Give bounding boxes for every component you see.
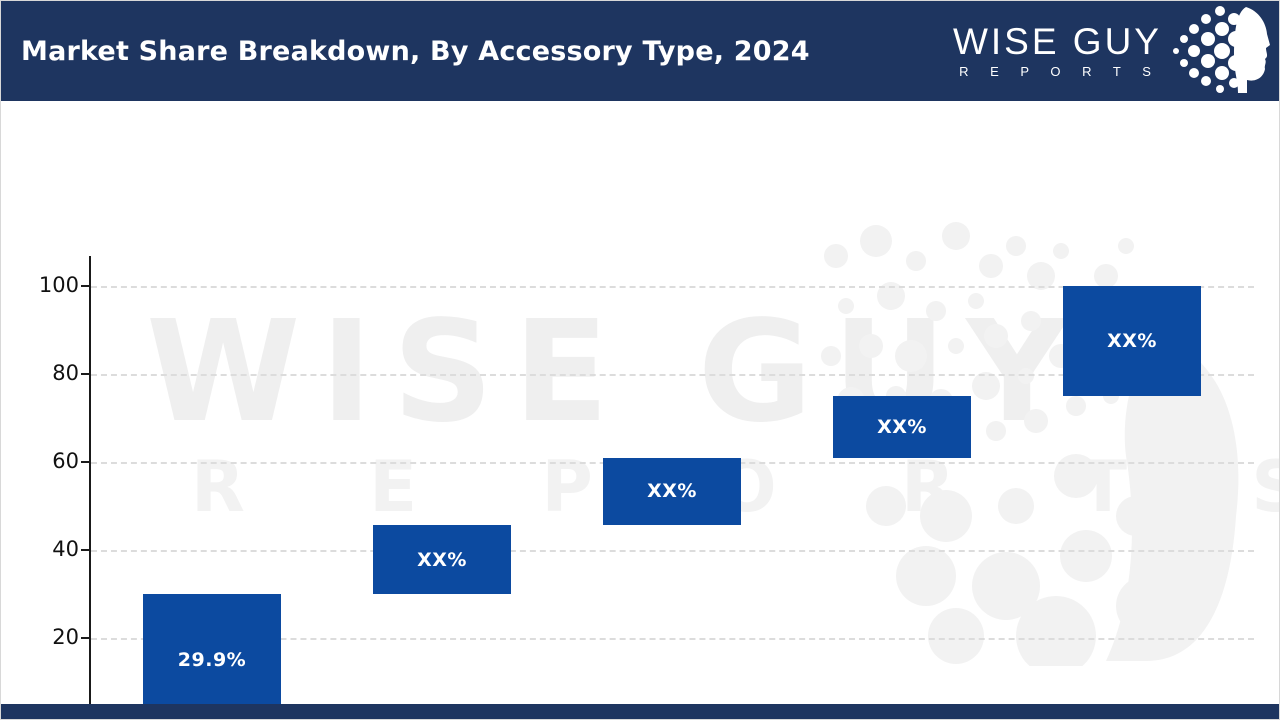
bar-value-label: 29.9%: [177, 649, 247, 672]
plot-area: 02040608010029.9%CoversXX%Screen Protect…: [1, 101, 1279, 719]
y-tick-mark: [81, 637, 89, 639]
bar-value-label: XX%: [877, 416, 927, 439]
y-tick-label: 40: [52, 537, 79, 561]
y-axis: [89, 256, 91, 719]
gridline: [91, 550, 1254, 552]
brand-wordmark-line1: WISE GUY: [952, 21, 1162, 63]
bar-value-label: XX%: [1107, 330, 1157, 352]
header-bar: Market Share Breakdown, By Accessory Typ…: [1, 1, 1279, 101]
head-watermark-icon: [806, 216, 1246, 676]
y-tick-label: 60: [52, 449, 79, 473]
page-title: Market Share Breakdown, By Accessory Typ…: [21, 35, 810, 67]
y-tick-label: 80: [52, 361, 79, 385]
gridline: [91, 286, 1254, 288]
brand-wordmark-line2: R E P O R T S: [959, 63, 1160, 79]
y-tick-mark: [81, 373, 89, 375]
bar: XX%: [373, 524, 511, 595]
footer-bar: [1, 704, 1279, 719]
bar: XX%: [603, 458, 741, 525]
bar: XX%: [833, 396, 971, 459]
y-tick-label: 100: [38, 273, 79, 297]
brand-wordmark: WISE GUY R E P O R T S: [952, 21, 1162, 79]
gridline: [91, 638, 1254, 640]
y-tick-mark: [81, 285, 89, 287]
bar-value-label: XX%: [647, 480, 697, 503]
brand-logo: WISE GUY R E P O R T S: [952, 3, 1279, 99]
bar-value-label: XX%: [417, 548, 467, 571]
head-logo-icon: [1166, 3, 1271, 99]
bar: 29.9%: [143, 594, 281, 719]
y-tick-label: 20: [52, 625, 79, 649]
bar: XX%: [1063, 286, 1201, 396]
y-tick-mark: [81, 461, 89, 463]
y-tick-mark: [81, 549, 89, 551]
gridline: [91, 374, 1254, 376]
